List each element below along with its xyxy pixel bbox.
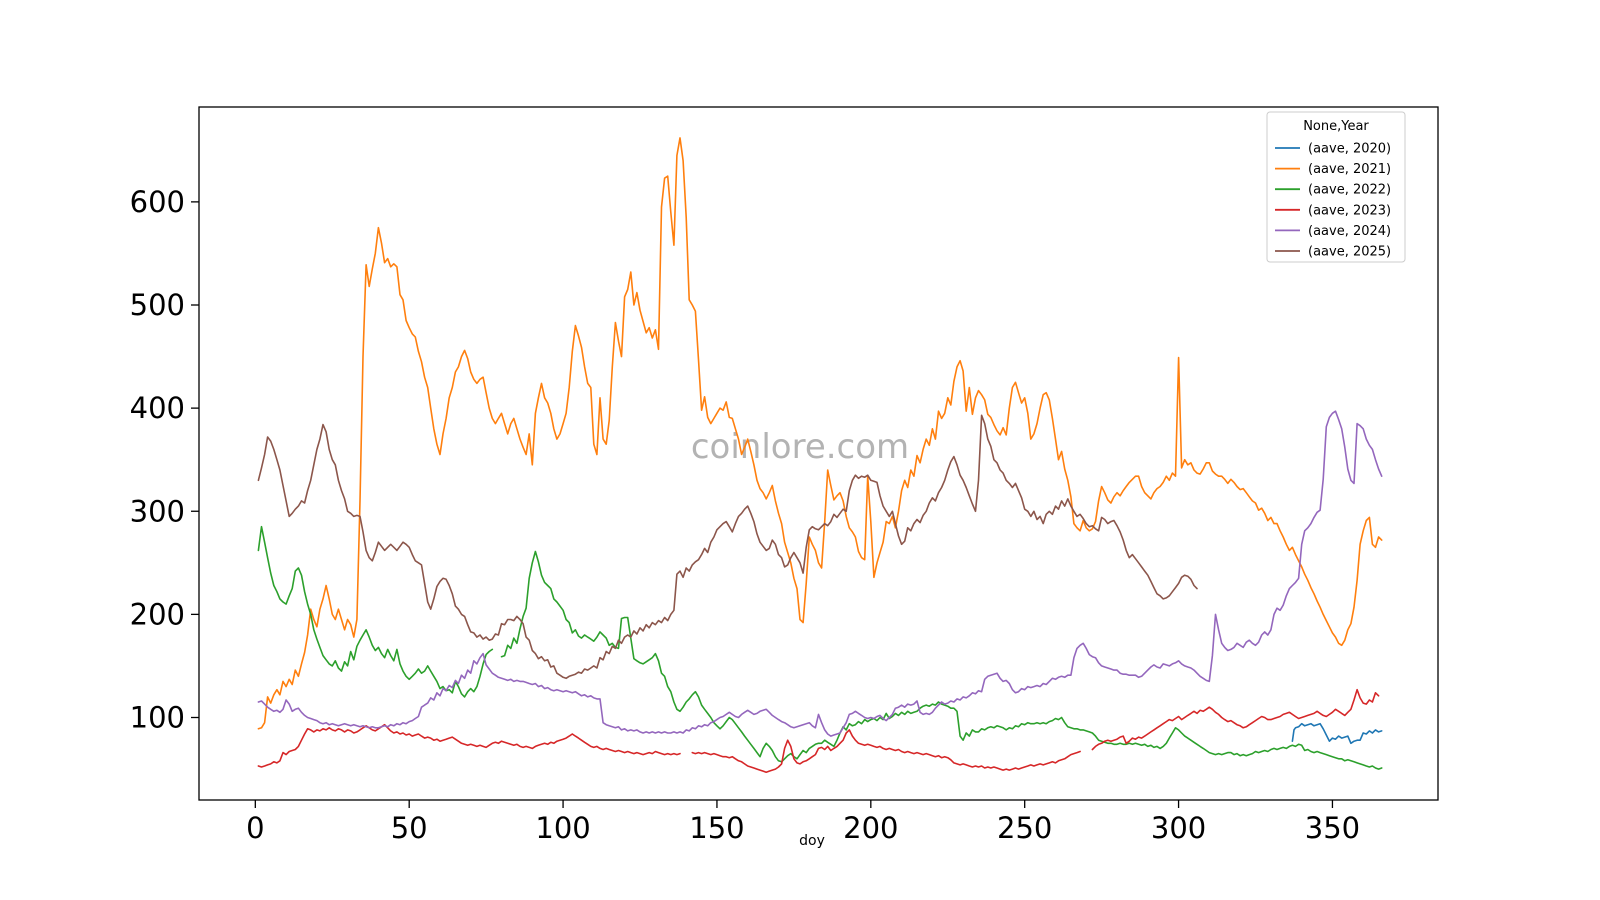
y-tick-label: 500 <box>130 288 185 322</box>
legend-label: (aave, 2022) <box>1308 183 1391 198</box>
series-line-aave2020 <box>1291 722 1383 745</box>
y-tick-label: 200 <box>130 597 185 631</box>
legend-label: (aave, 2020) <box>1308 142 1391 157</box>
series-lines <box>257 137 1383 773</box>
legend-label: (aave, 2021) <box>1308 162 1391 177</box>
series-line-aave2023 <box>691 729 1081 773</box>
legend-label: (aave, 2023) <box>1308 203 1391 218</box>
legend: (aave, 2020) (aave, 2021) (aave, 2022) (aav… <box>1266 111 1406 263</box>
legend-box <box>1266 111 1406 263</box>
series-line-aave2022 <box>257 525 494 698</box>
y-tick-label: 400 <box>130 391 185 425</box>
plot-border <box>198 106 1439 801</box>
watermark: coinlore.com <box>691 427 909 467</box>
x-tick-label: 350 <box>1305 811 1360 845</box>
x-tick-label: 200 <box>843 811 898 845</box>
y-tick-label: 100 <box>130 701 185 735</box>
series-line-aave2025 <box>257 414 1198 680</box>
x-tick-label: 0 <box>246 811 264 845</box>
x-tick-label: 150 <box>689 811 744 845</box>
series-line-aave2022 <box>500 550 1383 770</box>
x-tick-label: 300 <box>1151 811 1206 845</box>
x-tick-label: 250 <box>997 811 1052 845</box>
x-axis-label: doy <box>799 833 825 849</box>
series-line-aave2023 <box>1091 688 1380 751</box>
plot-frame <box>198 106 1439 801</box>
axis-ticks: 0 50 100 150 200 250 300 350 100 200 300 400 500 600 <box>130 185 1360 845</box>
x-tick-label: 50 <box>391 811 428 845</box>
legend-label: (aave, 2024) <box>1308 224 1391 239</box>
y-tick-label: 300 <box>130 494 185 528</box>
legend-label: (aave, 2025) <box>1308 245 1391 260</box>
y-tick-label: 600 <box>130 185 185 219</box>
series-line-aave2021 <box>257 137 1383 730</box>
series-line-aave2024 <box>257 410 1383 737</box>
series-line-aave2023 <box>257 723 681 768</box>
legend-title: None,Year <box>1303 119 1369 134</box>
x-tick-label: 100 <box>535 811 590 845</box>
